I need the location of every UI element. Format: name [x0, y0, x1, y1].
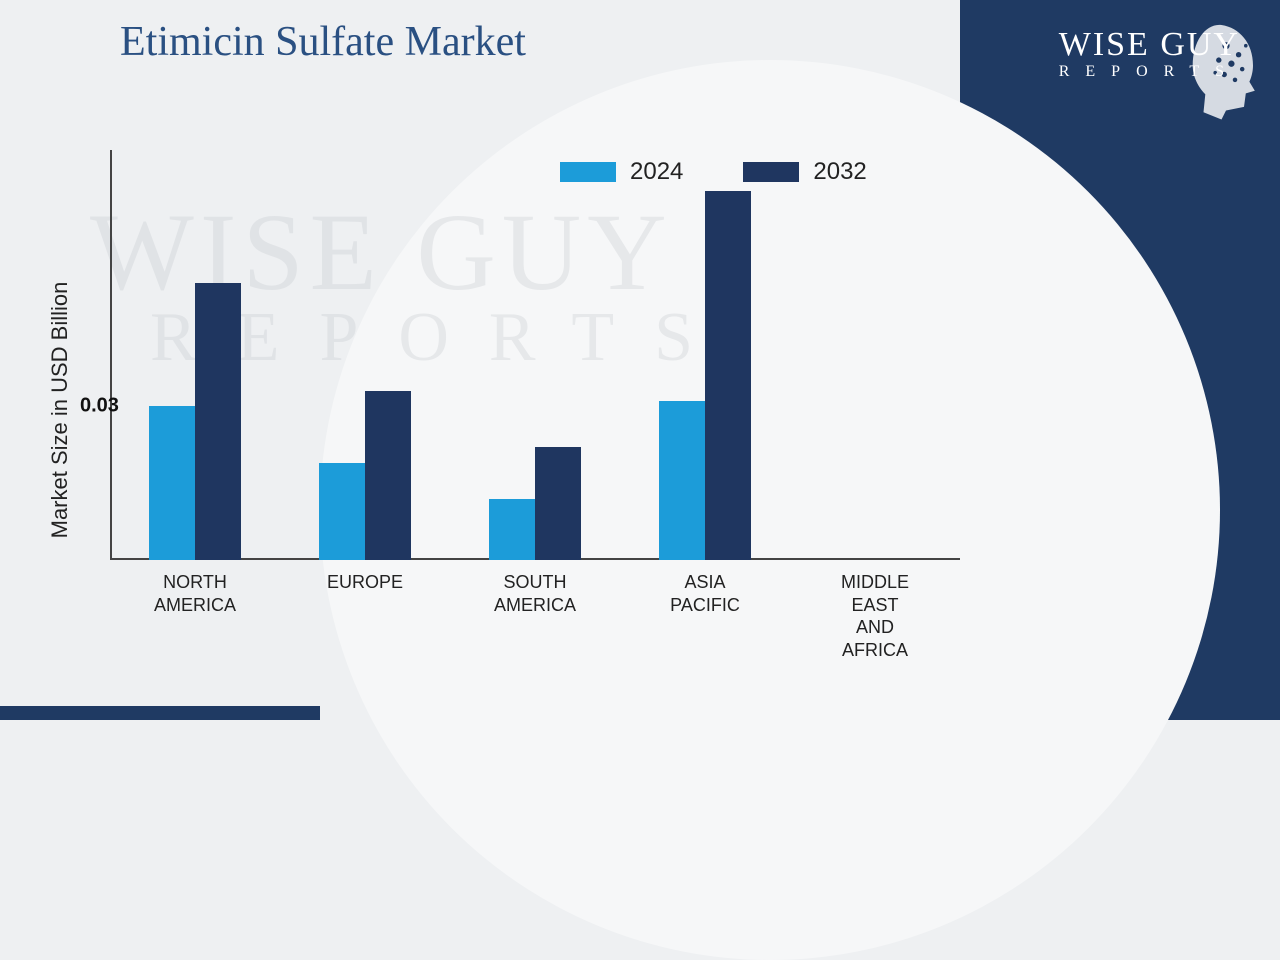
- brand-line1: WISE GUY: [1059, 28, 1240, 62]
- bar-2024: [149, 406, 195, 560]
- bar-2024: [489, 499, 535, 561]
- x-tick-label: ASIAPACIFIC: [645, 565, 765, 670]
- bar-2024: [659, 401, 705, 560]
- chart: Market Size in USD Billion 0.03 NORTHAME…: [60, 150, 960, 670]
- brand-logo: WISE GUY REPORTS: [1059, 28, 1240, 80]
- y-axis-label: Market Size in USD Billion: [47, 282, 73, 539]
- page-title: Etimicin Sulfate Market: [120, 18, 526, 66]
- bar-group: [149, 283, 241, 560]
- bar-2032: [705, 191, 751, 560]
- bar-group: [489, 447, 581, 560]
- x-tick-label: MIDDLEEASTANDAFRICA: [815, 565, 935, 670]
- bar-2032: [535, 447, 581, 560]
- decor-bottom-strip: [0, 706, 320, 720]
- bar-2032: [365, 391, 411, 560]
- x-tick-label: EUROPE: [305, 565, 425, 670]
- x-tick-label: SOUTHAMERICA: [475, 565, 595, 670]
- bar-group: [659, 191, 751, 560]
- bar-2024: [319, 463, 365, 560]
- x-axis-labels: NORTHAMERICA EUROPE SOUTHAMERICA ASIAPACIFI…: [110, 565, 960, 670]
- brand-line2: REPORTS: [1059, 64, 1240, 80]
- x-tick-label: NORTHAMERICA: [135, 565, 255, 670]
- bar-group: [319, 391, 411, 560]
- bar-groups: [110, 150, 960, 560]
- bar-2032: [195, 283, 241, 560]
